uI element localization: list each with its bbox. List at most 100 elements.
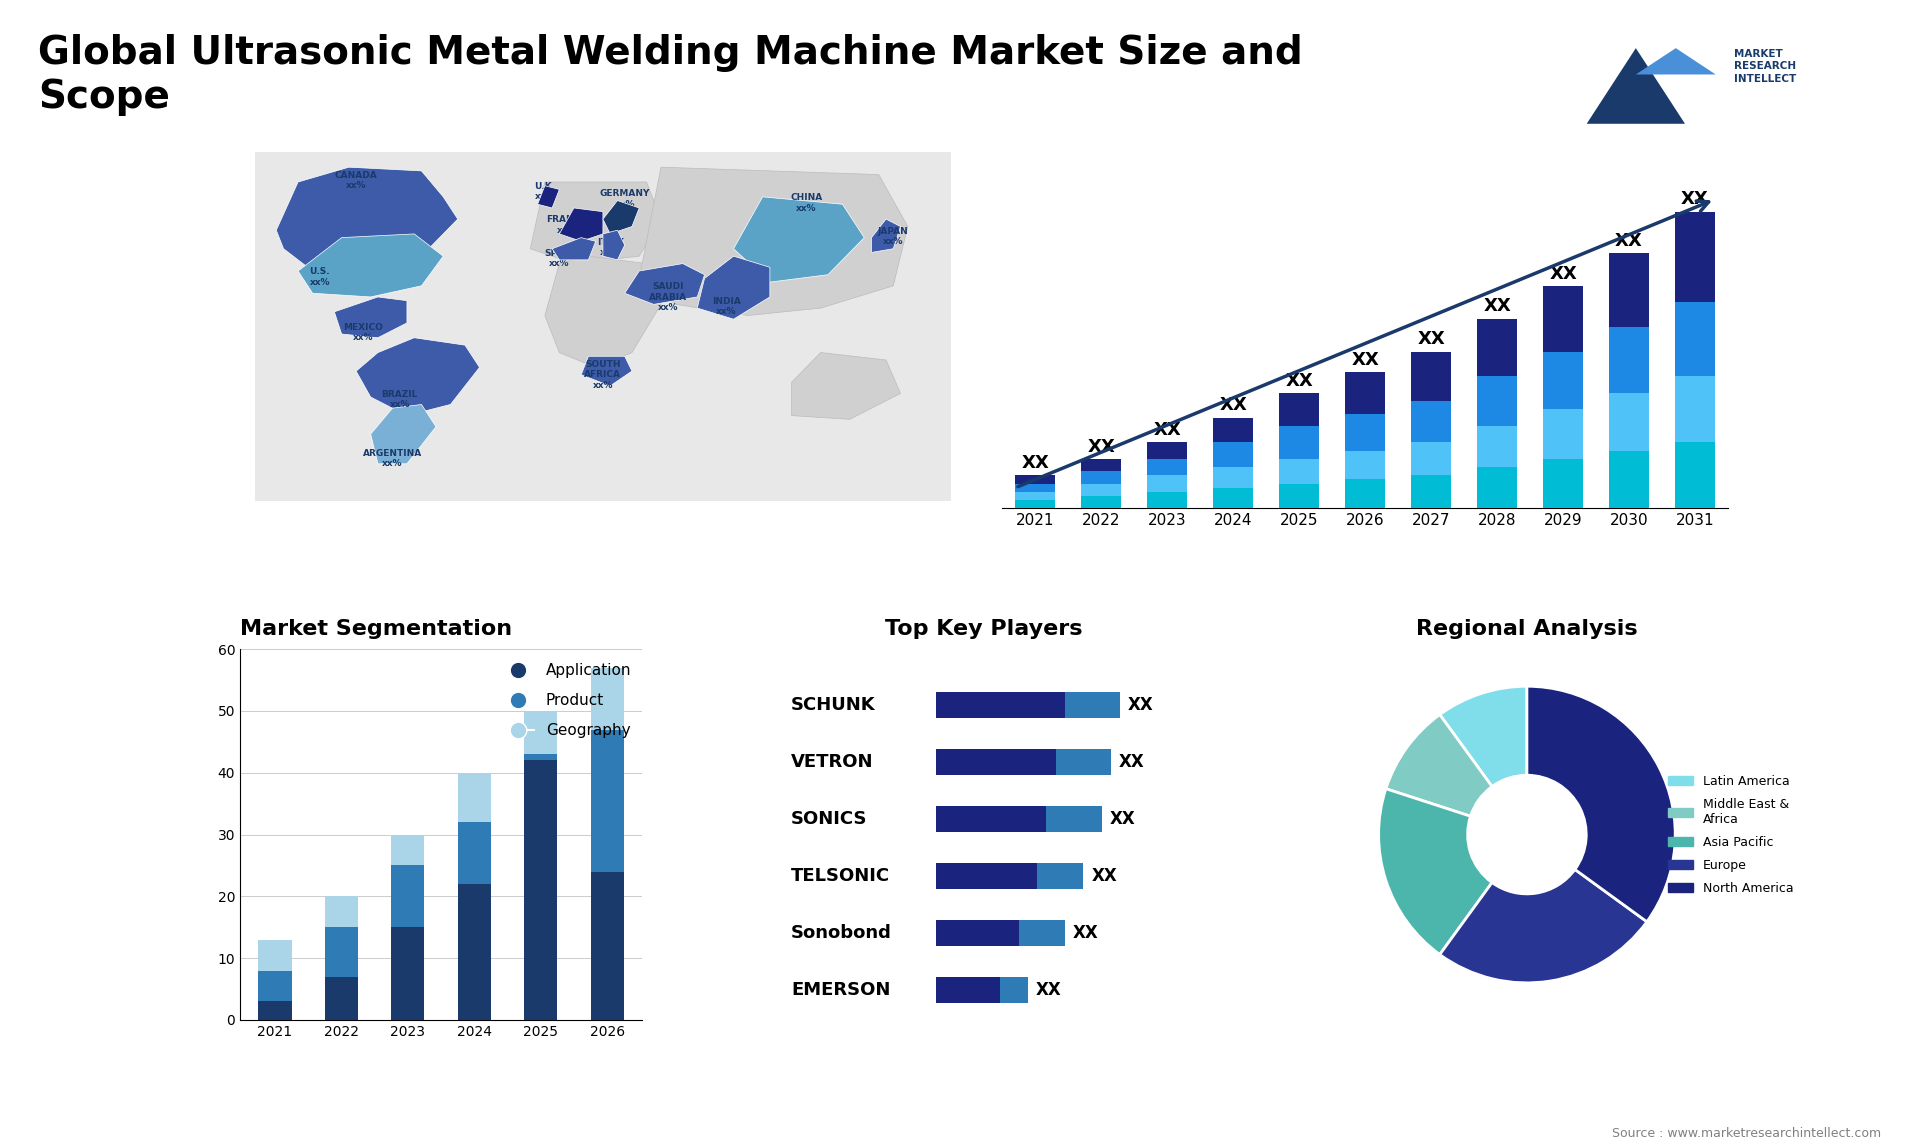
Text: Market Segmentation: Market Segmentation [240,619,513,639]
Bar [1279,458,1319,484]
Text: SAUDI
ARABIA
xx%: SAUDI ARABIA xx% [649,282,687,312]
Bar [1213,488,1254,509]
Bar [1148,442,1187,458]
Polygon shape [624,264,705,305]
Bar [1609,253,1649,327]
Bar [1676,212,1715,303]
Bar [1081,484,1121,496]
Polygon shape [559,207,603,242]
Bar [1544,409,1582,458]
Bar [1279,426,1319,458]
Polygon shape [334,297,407,338]
Polygon shape [298,234,444,297]
Text: CANADA
xx%: CANADA xx% [334,171,378,190]
Wedge shape [1440,870,1647,983]
Bar [1046,806,1102,832]
Wedge shape [1379,788,1492,955]
Text: U.K.
xx%: U.K. xx% [534,182,555,202]
Bar [457,772,492,822]
Bar [1676,376,1715,442]
Text: XX: XX [1154,421,1181,439]
Bar [935,692,1066,717]
Polygon shape [355,338,480,416]
Text: GERMANY
xx%: GERMANY xx% [599,189,649,209]
Bar [1279,484,1319,509]
Text: XX: XX [1091,868,1117,885]
Bar [935,749,1056,775]
Polygon shape [639,167,908,315]
Text: XX: XX [1284,371,1313,390]
Text: ITALY
xx%: ITALY xx% [597,237,624,257]
Bar [1346,450,1384,479]
Bar [1081,471,1121,484]
Text: JAPAN
xx%: JAPAN xx% [877,227,908,246]
Legend: Latin America, Middle East &
Africa, Asia Pacific, Europe, North America: Latin America, Middle East & Africa, Asi… [1663,770,1799,900]
Bar [324,896,357,927]
Bar [1411,401,1452,442]
Bar [1213,442,1254,468]
Polygon shape [733,197,864,282]
Bar [1411,476,1452,509]
Text: Source : www.marketresearchintellect.com: Source : www.marketresearchintellect.com [1613,1128,1882,1140]
Text: BRAZIL
xx%: BRAZIL xx% [382,390,419,409]
Bar [1544,285,1582,352]
Bar [1476,426,1517,468]
Polygon shape [791,353,900,419]
Bar [1016,484,1054,492]
Text: FRANCE
xx%: FRANCE xx% [547,215,588,235]
Bar [935,920,1020,947]
Bar [1609,327,1649,393]
Bar [1476,319,1517,376]
Text: XX: XX [1417,330,1446,348]
Text: EMERSON: EMERSON [791,981,891,999]
Bar [935,806,1046,832]
Bar [591,730,624,872]
Polygon shape [545,257,660,368]
Bar [259,971,292,1002]
Bar [591,872,624,1020]
Polygon shape [872,219,900,252]
Bar [1346,479,1384,509]
Bar [524,754,557,761]
Polygon shape [1586,48,1686,124]
Bar [392,927,424,1020]
Text: XX: XX [1110,810,1135,829]
Text: INDIA
xx%: INDIA xx% [712,297,741,316]
Text: MEXICO
xx%: MEXICO xx% [344,323,384,343]
Bar [935,863,1037,889]
Bar [591,668,624,730]
Polygon shape [553,237,595,260]
Title: Regional Analysis: Regional Analysis [1417,619,1638,639]
Text: XX: XX [1129,696,1154,714]
Bar [935,978,1000,1003]
Bar [1016,500,1054,509]
Polygon shape [697,257,770,320]
Text: SONICS: SONICS [791,810,868,829]
Text: XX: XX [1549,265,1576,283]
Bar [1081,496,1121,509]
Wedge shape [1386,715,1492,816]
Wedge shape [1526,686,1676,921]
Bar [1081,458,1121,471]
Polygon shape [530,182,660,264]
Polygon shape [582,356,632,386]
Bar [1476,376,1517,426]
Text: XX: XX [1073,924,1098,942]
Title: Top Key Players: Top Key Players [885,619,1083,639]
Bar [1000,978,1027,1003]
Bar [1609,393,1649,450]
Text: ARGENTINA
xx%: ARGENTINA xx% [363,449,422,469]
Bar [524,761,557,1020]
Bar [1346,372,1384,414]
Bar [1609,450,1649,509]
Text: XX: XX [1482,298,1511,315]
Bar [1037,863,1083,889]
Bar [457,884,492,1020]
Bar [457,822,492,884]
Bar [1544,458,1582,509]
Text: XX: XX [1352,351,1379,369]
Bar [1411,442,1452,476]
Polygon shape [603,230,624,260]
Bar [1148,492,1187,509]
Bar [1148,458,1187,476]
